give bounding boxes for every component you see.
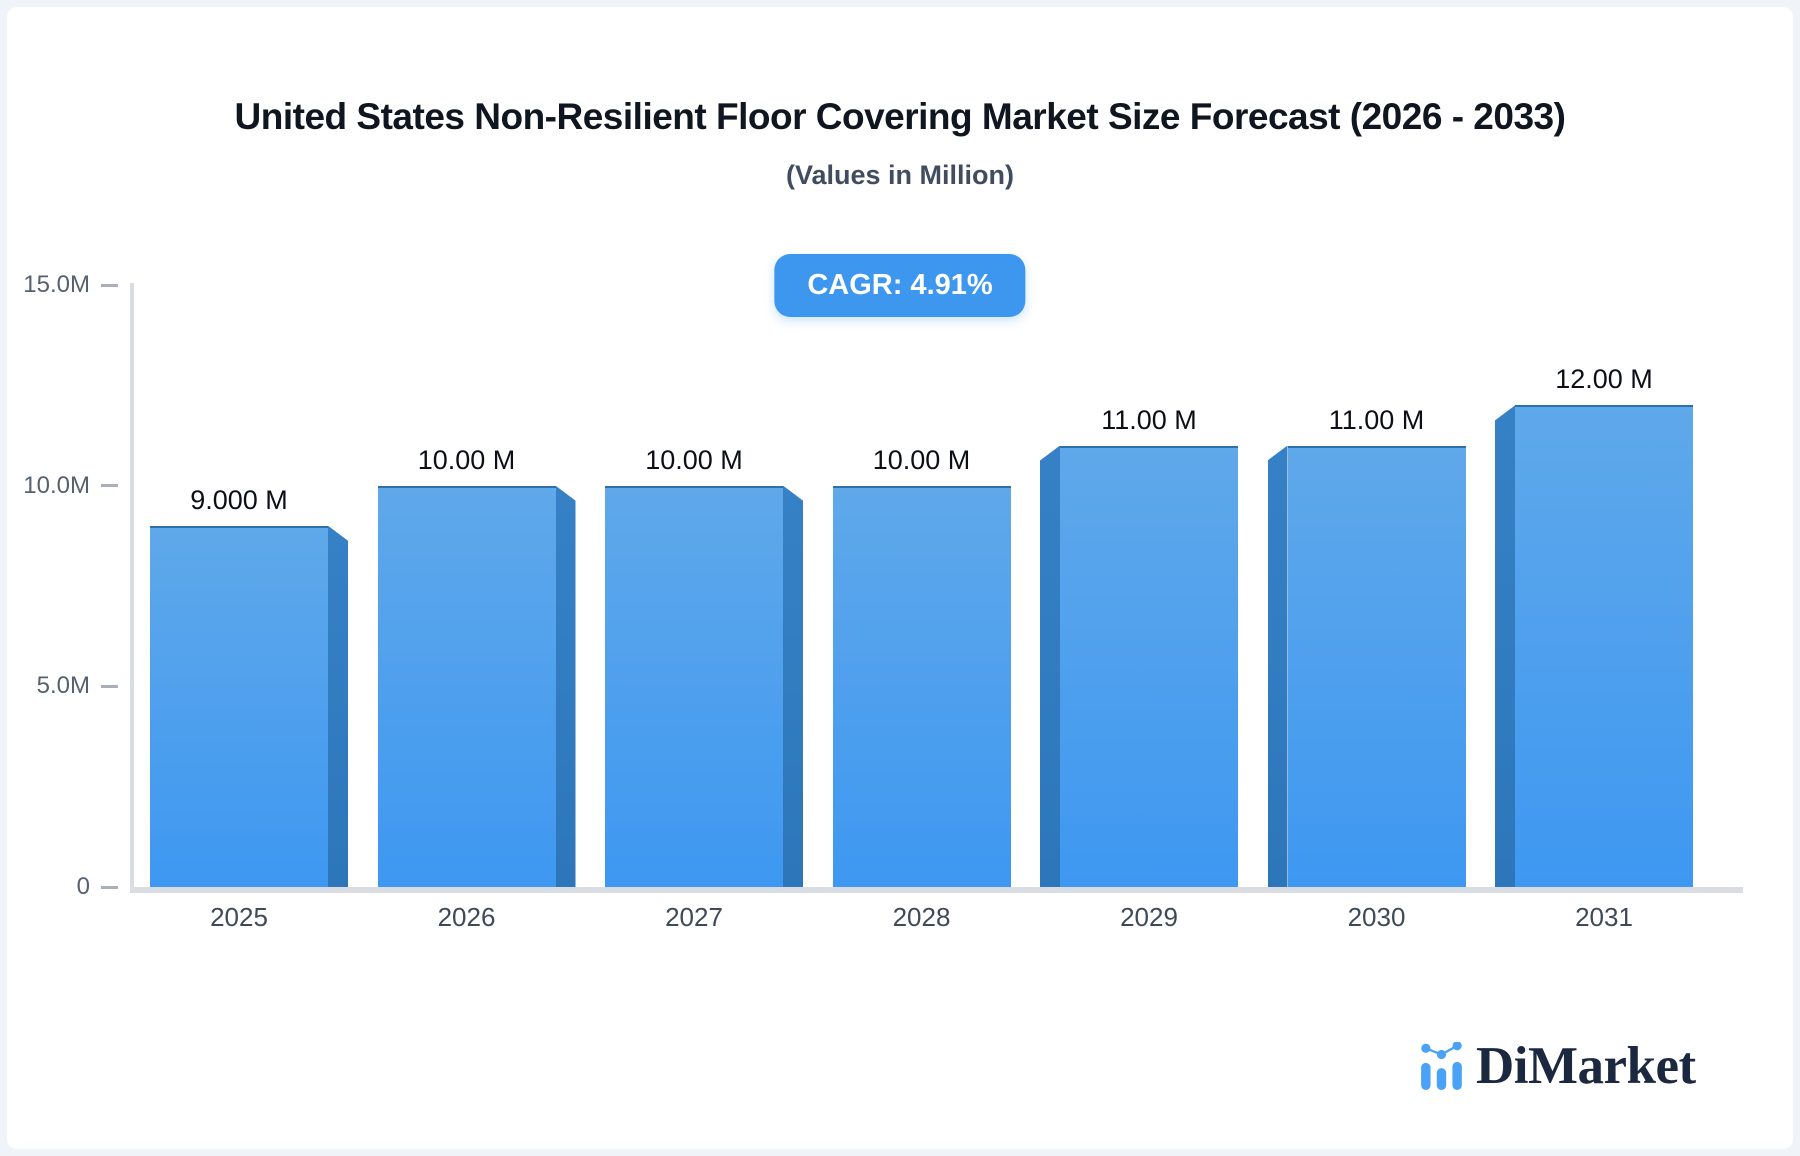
y-axis-label: 15.0M bbox=[23, 271, 90, 298]
x-axis-label-2028: 2028 bbox=[892, 902, 951, 932]
bar-2026-value-label: 10.00 M bbox=[417, 444, 516, 475]
x-axis-label-2030: 2030 bbox=[1347, 902, 1406, 932]
bar-2025-side bbox=[328, 525, 348, 887]
bar-2027-side bbox=[783, 485, 803, 887]
cagr-badge: CAGR: 4.91% bbox=[774, 254, 1026, 317]
bar-2029 bbox=[1060, 445, 1238, 887]
x-axis-label-2029: 2029 bbox=[1120, 902, 1178, 932]
x-axis-label-2026: 2026 bbox=[437, 902, 496, 932]
bar-2031-value-label: 12.00 M bbox=[1555, 364, 1653, 395]
y-axis-tick bbox=[101, 283, 118, 287]
bar-2025 bbox=[150, 525, 328, 887]
bar-2031 bbox=[1515, 405, 1693, 887]
x-axis-label-2031: 2031 bbox=[1575, 902, 1633, 932]
x-axis-label-2025: 2025 bbox=[210, 902, 268, 932]
y-axis-tick bbox=[101, 484, 118, 488]
bar-2027 bbox=[605, 485, 783, 887]
bar-2031-side bbox=[1495, 405, 1515, 887]
bar-2029-value-label: 11.00 M bbox=[1101, 404, 1197, 435]
y-axis-line bbox=[130, 283, 134, 893]
bar-2030-value-label: 11.00 M bbox=[1328, 404, 1425, 435]
y-axis-tick bbox=[101, 684, 118, 688]
y-axis-label: 5.0M bbox=[36, 672, 90, 700]
chart-title: United States Non-Resilient Floor Coveri… bbox=[234, 96, 1566, 137]
x-axis-label-2027: 2027 bbox=[665, 902, 723, 932]
brand-logo-text: DiMarket bbox=[1476, 1037, 1696, 1096]
y-axis-tick bbox=[101, 885, 118, 889]
mini-bar-chart-logo-icon bbox=[1421, 1042, 1462, 1090]
y-axis-label: 10.0M bbox=[23, 471, 90, 499]
bar-2030-side bbox=[1267, 445, 1288, 887]
bar-2026 bbox=[377, 485, 556, 887]
y-axis-label: 0 bbox=[76, 873, 90, 900]
brand-logo: DiMarket bbox=[1421, 1037, 1696, 1096]
bar-2025-value-label: 9.000 M bbox=[190, 484, 288, 515]
bar-2030 bbox=[1287, 445, 1466, 887]
chart-subtitle: (Values in Million) bbox=[785, 160, 1015, 190]
bar-2027-value-label: 10.00 M bbox=[645, 444, 743, 475]
x-axis-line bbox=[130, 887, 1743, 893]
bar-2026-side bbox=[555, 485, 576, 887]
bar-2029-side bbox=[1040, 445, 1060, 887]
bar-2028-value-label: 10.00 M bbox=[872, 444, 971, 475]
bar-2028 bbox=[832, 485, 1011, 887]
